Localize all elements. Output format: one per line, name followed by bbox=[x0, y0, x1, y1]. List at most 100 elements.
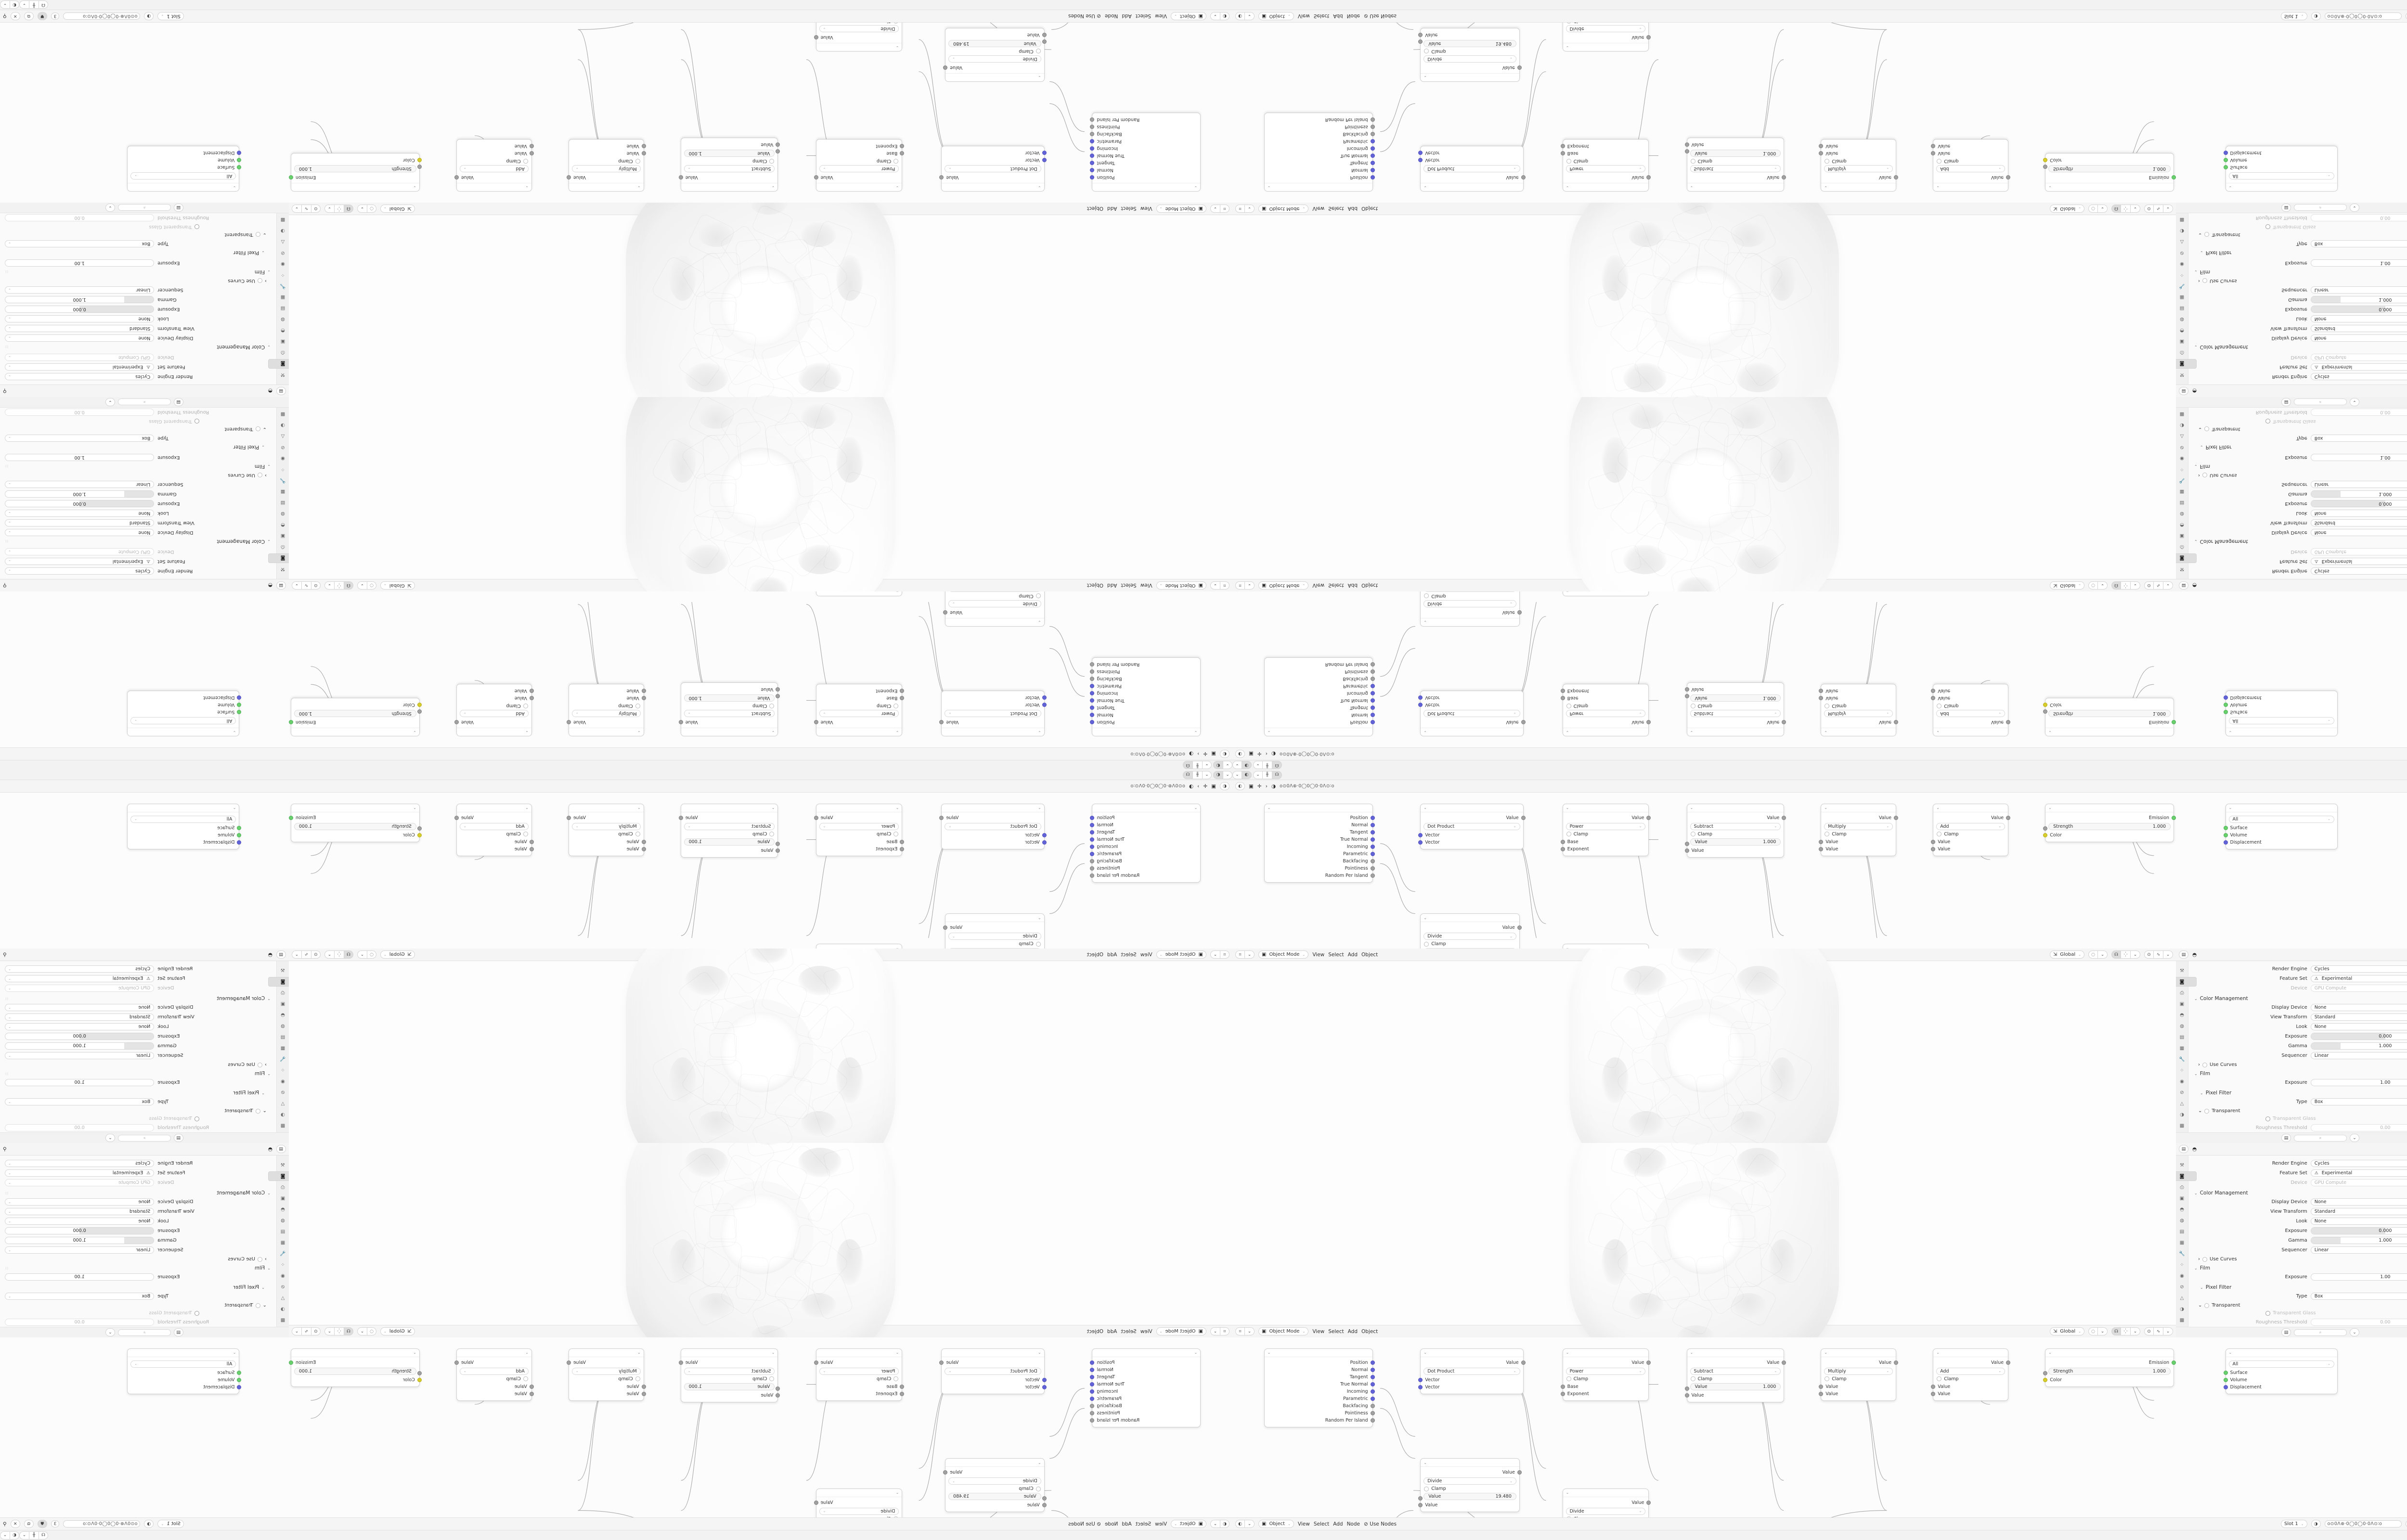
node-dropdown[interactable]: Multiply ⌄ bbox=[571, 710, 641, 718]
checkbox[interactable] bbox=[635, 703, 640, 708]
node-dropdown[interactable]: Divide ⌄ bbox=[1423, 55, 1516, 63]
node-output-socket[interactable]: Normal bbox=[1090, 167, 1200, 174]
socket-dot[interactable] bbox=[1090, 1360, 1095, 1365]
node-header[interactable]: ⌄ bbox=[2226, 804, 2337, 812]
node-header[interactable]: ⌄ bbox=[681, 183, 778, 192]
property-value-device[interactable]: GPU Compute⌄ bbox=[5, 354, 155, 361]
section-pixel-filter[interactable]: ⌄ Pixel Filter bbox=[2200, 444, 2407, 450]
chevron-down-icon[interactable]: ⌄ bbox=[292, 1327, 301, 1335]
snap-magnet-icon[interactable]: ☊ bbox=[2111, 205, 2121, 213]
node-input-socket[interactable]: Value bbox=[569, 838, 646, 846]
node-dotproduct[interactable]: ⌄ Value Dot Product ⌄ Vector Vector bbox=[939, 803, 1047, 849]
node-value-field[interactable]: Value 1.000 bbox=[684, 838, 775, 846]
node-emission[interactable]: ⌄ Emission Strength 1.000 Color bbox=[288, 803, 422, 842]
property-value-film-exposure[interactable]: 1.00 bbox=[5, 454, 155, 461]
search-input[interactable]: ⌕ bbox=[118, 1329, 171, 1336]
socket-dot[interactable] bbox=[2006, 1360, 2011, 1365]
node-header[interactable]: ⌄ bbox=[1821, 804, 1896, 812]
node-output-socket[interactable]: Backfacing bbox=[1090, 1402, 1200, 1410]
properties-tab-constraints-tab[interactable]: ⊘ bbox=[281, 445, 285, 450]
properties-tab-view-layer-tab[interactable]: ▣ bbox=[2179, 339, 2185, 345]
viewport-canvas-2[interactable] bbox=[1232, 1143, 2176, 1337]
socket-dot[interactable] bbox=[2043, 703, 2048, 707]
menu-add[interactable]: Add bbox=[1107, 582, 1117, 589]
socket-dot[interactable] bbox=[2223, 158, 2228, 163]
property-value-roughness-threshold[interactable]: 0.00 bbox=[2310, 1124, 2407, 1131]
node-header[interactable]: ⌄ bbox=[942, 1348, 1044, 1357]
node-dropdown[interactable]: Power ⌄ bbox=[819, 165, 899, 173]
node-value-field[interactable]: Value 1.000 bbox=[1690, 694, 1781, 702]
node-header[interactable]: ⌄ bbox=[2226, 728, 2337, 736]
socket-dot[interactable] bbox=[2172, 175, 2176, 180]
checkbox[interactable] bbox=[1690, 158, 1695, 164]
snap-group[interactable]: ☊ ⁛ ⌄ bbox=[324, 1327, 353, 1335]
node-input-socket[interactable]: Surface bbox=[2223, 164, 2337, 171]
property-value-device[interactable]: GPU Compute⌄ bbox=[2310, 354, 2407, 361]
orientation-select[interactable]: ⇲ Global ⌄ bbox=[2049, 205, 2084, 213]
node-matoutput[interactable]: ⌄ All ⌄ Surface Volume Displacement bbox=[2223, 803, 2338, 849]
editor-type-shader-icon[interactable]: ◐ bbox=[1235, 12, 1245, 20]
use-nodes-toggle[interactable]: ⊘ Use Nodes bbox=[1363, 1521, 1397, 1527]
snap-icon[interactable]: ╫ bbox=[1192, 770, 1202, 779]
node-output-socket[interactable]: Incoming bbox=[1265, 1388, 1375, 1395]
socket-dot[interactable] bbox=[1090, 866, 1095, 871]
node-input-socket[interactable]: Exponent bbox=[1560, 687, 1649, 694]
checkbox[interactable] bbox=[258, 1062, 262, 1067]
section-color-management[interactable]: ⌄Color Management⁞⁞ bbox=[2194, 996, 2407, 1001]
node-emission[interactable]: ⌄ Emission Strength 1.000 Color bbox=[288, 698, 422, 737]
editor-type-3dview-icon[interactable]: ⌗ bbox=[1235, 205, 1245, 213]
node-input-socket[interactable]: Exponent bbox=[816, 687, 905, 694]
node-matoutput[interactable]: ⌄ All ⌄ Surface Volume Displacement bbox=[127, 691, 242, 737]
chevron-down-icon[interactable]: ⌄ bbox=[2131, 205, 2140, 213]
pivot-group[interactable]: ◌ ⌄ bbox=[2088, 1327, 2108, 1335]
property-value-render-engine[interactable]: Cycles⌄ bbox=[2310, 567, 2407, 575]
socket-dot[interactable] bbox=[1370, 154, 1375, 158]
property-value-exposure[interactable]: 0.000 bbox=[5, 500, 155, 507]
socket-dot[interactable] bbox=[1090, 691, 1095, 696]
node-output-socket[interactable]: Value bbox=[1421, 814, 1526, 821]
material-users-count[interactable]: 3 bbox=[51, 13, 60, 20]
use-nodes-toggle[interactable]: ⊘ Use Nodes bbox=[1068, 1521, 1101, 1527]
node-geometry[interactable]: ⌄ Position Normal Tangent True Normal Incomin… bbox=[1264, 657, 1375, 737]
pivot-group[interactable]: ◌ ⌄ bbox=[2088, 581, 2108, 590]
socket-dot[interactable] bbox=[1931, 689, 1936, 693]
socket-dot[interactable] bbox=[1646, 815, 1651, 820]
socket-dot[interactable] bbox=[1090, 844, 1095, 849]
node-add[interactable]: ⌄ Value Add ⌄ Clamp Value Value bbox=[454, 803, 534, 856]
checkbox[interactable] bbox=[2202, 1257, 2207, 1262]
node-header[interactable]: ⌄ bbox=[1421, 728, 1523, 736]
copy-icon[interactable]: ⧉ bbox=[24, 1520, 34, 1528]
node-add[interactable]: ⌄ Value Add ⌄ Clamp Value Value bbox=[1931, 1348, 2011, 1401]
node-input-socket[interactable]: Base bbox=[816, 838, 905, 846]
checkbox[interactable] bbox=[2265, 1116, 2270, 1121]
socket-dot[interactable] bbox=[1370, 161, 1375, 166]
menu-view[interactable]: View bbox=[1140, 205, 1152, 212]
search-input[interactable]: ⌕ bbox=[118, 1134, 171, 1142]
socket-dot[interactable] bbox=[1418, 840, 1423, 845]
checkbox[interactable] bbox=[1424, 593, 1429, 599]
menu-view[interactable]: View bbox=[1140, 1328, 1152, 1335]
section-pixel-filter[interactable]: ⌄ Pixel Filter bbox=[2200, 1284, 2407, 1290]
properties-tab-data-tab[interactable]: △ bbox=[281, 1295, 285, 1301]
node-dotproduct[interactable]: ⌄ Value Dot Product ⌄ Vector Vector bbox=[1418, 803, 1526, 849]
property-value-exposure[interactable]: 0.000 bbox=[5, 1227, 155, 1234]
properties-tab-scene-tab[interactable]: ◓ bbox=[2180, 328, 2184, 334]
socket-dot[interactable] bbox=[1370, 139, 1375, 144]
property-value-feature-set[interactable]: ⚠Experimental⌄ bbox=[2310, 558, 2407, 565]
node-geometry[interactable]: ⌄ Position Normal Tangent True Normal Incomin… bbox=[1090, 1348, 1201, 1427]
shader-type-select[interactable]: ▣ Object ⌄ bbox=[1258, 1520, 1294, 1528]
socket-dot[interactable] bbox=[1090, 139, 1095, 144]
properties-tab-texture-tab[interactable]: ▩ bbox=[280, 1317, 285, 1323]
node-output-socket[interactable]: Value bbox=[454, 719, 531, 726]
viewport-canvas[interactable] bbox=[1232, 397, 2176, 591]
properties-tab-collection-tab[interactable]: ▤ bbox=[2179, 1034, 2185, 1040]
chevron-down-icon[interactable]: ⌄ bbox=[292, 205, 301, 213]
node-dropdown[interactable]: Divide ⌄ bbox=[948, 600, 1041, 607]
node-output-socket[interactable]: Incoming bbox=[1090, 690, 1200, 697]
properties-tab-constraints-tab[interactable]: ⊘ bbox=[281, 1284, 285, 1290]
node-output-socket[interactable]: Incoming bbox=[1265, 145, 1375, 152]
editor-type-properties-icon[interactable]: ▤ bbox=[276, 1145, 286, 1153]
node-multiply[interactable]: ⌄ Value Multiply ⌄ Clamp Value Value bbox=[566, 1348, 646, 1401]
properties-tab-strip[interactable]: ⚒ ◙ ⎙ ▣ ◓ ◍ ▤ ▦ 🔧 ⁘ ◉ ⊘ △ ◑ ▩ bbox=[268, 213, 289, 385]
